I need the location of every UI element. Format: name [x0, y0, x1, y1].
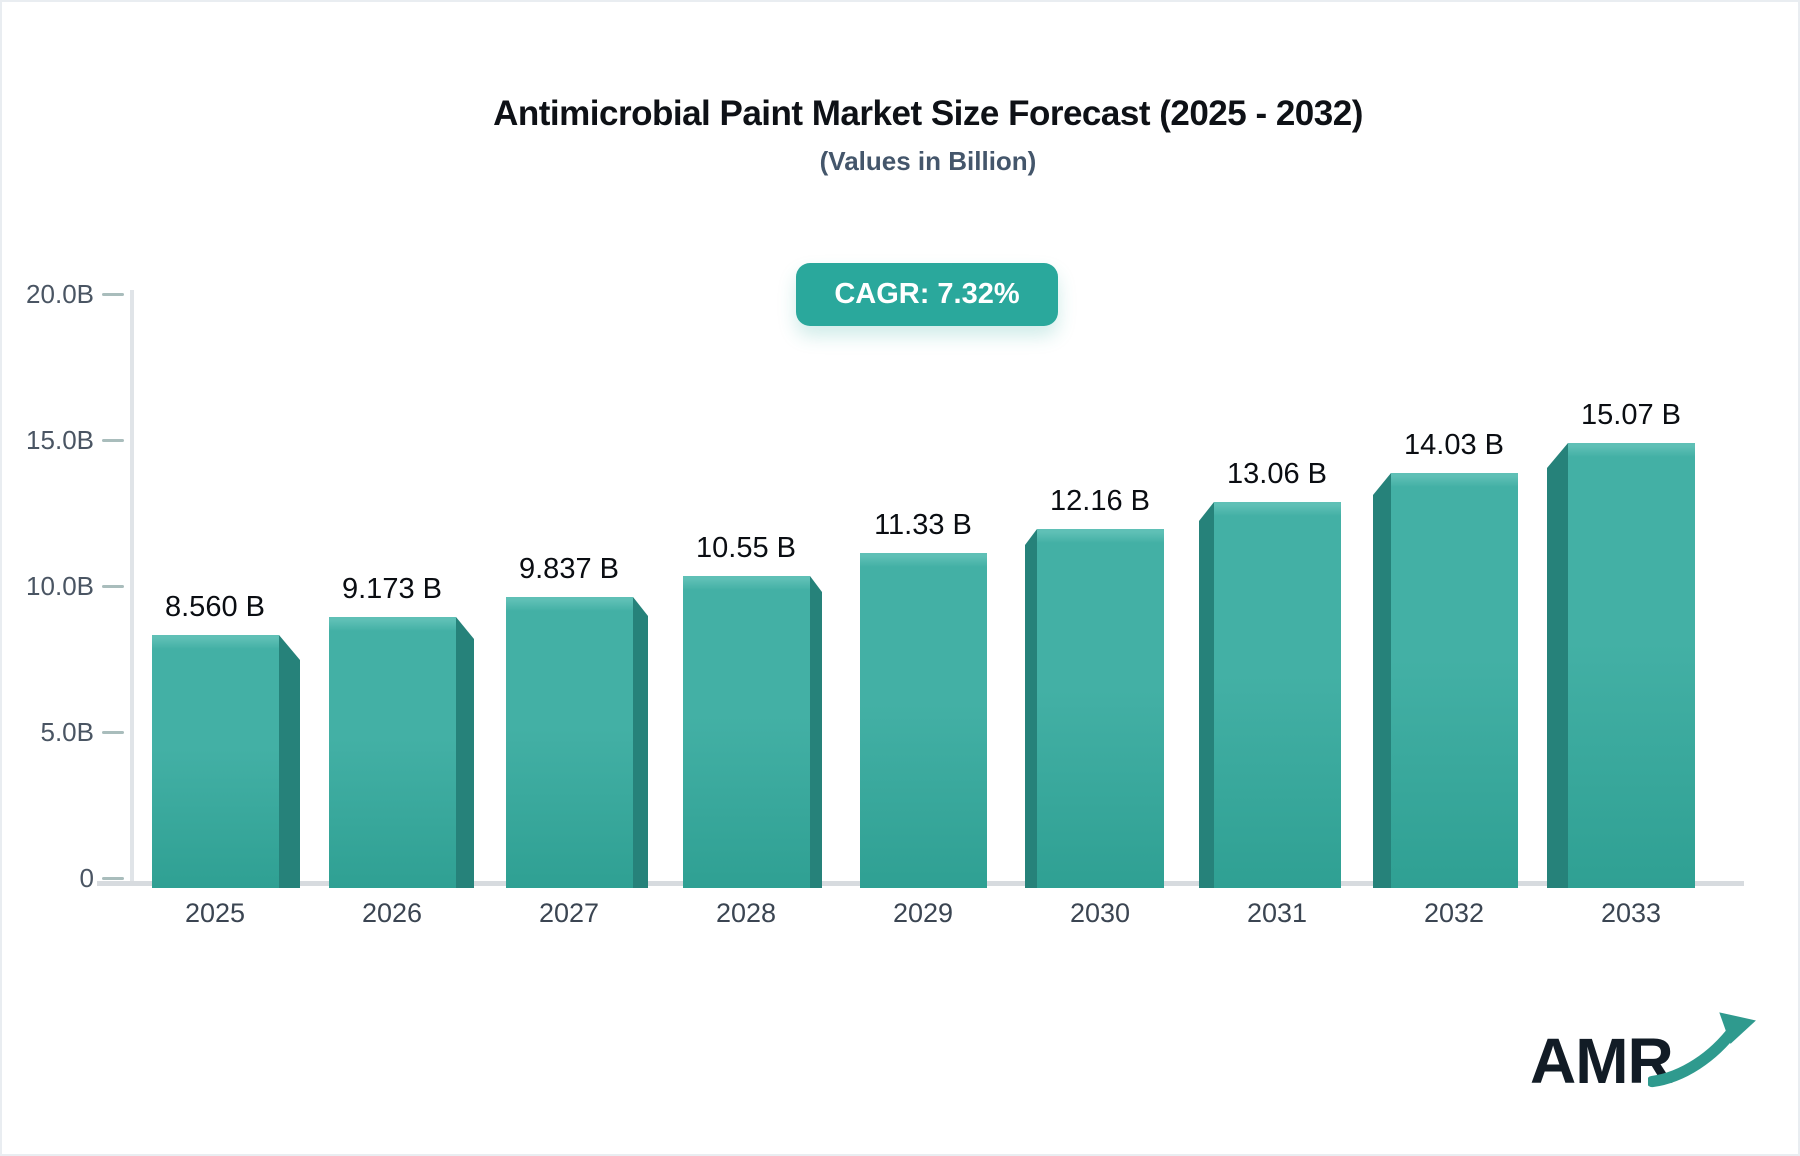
- bar-face: [329, 617, 456, 888]
- bar-face: [1391, 473, 1518, 888]
- bar-face: [683, 576, 810, 888]
- x-axis-label-2031: 2031: [1246, 898, 1308, 928]
- bar-side-3d: [1199, 502, 1214, 888]
- y-tick-label: 5.0B: [40, 717, 95, 747]
- bar-face: [1568, 443, 1695, 888]
- bar-value-label: 15.07 B: [1581, 399, 1681, 431]
- bar-face: [860, 553, 987, 888]
- x-axis-label-2025: 2025: [184, 898, 246, 928]
- page-title: Antimicrobial Paint Market Size Forecast…: [493, 94, 1363, 133]
- bar-face: [152, 635, 279, 888]
- bar-side-3d: [1025, 529, 1037, 888]
- y-tick-mark: [102, 585, 124, 588]
- y-tick-mark: [102, 439, 124, 442]
- growth-arrow-icon: [1648, 1012, 1756, 1088]
- chart-header: Antimicrobial Paint Market Size Forecast…: [58, 94, 1798, 177]
- bar-value-label: 14.03 B: [1404, 429, 1504, 461]
- x-axis-label-2033: 2033: [1600, 898, 1662, 928]
- x-axis-label-2029: 2029: [892, 898, 954, 928]
- bar-side-3d: [633, 597, 648, 888]
- x-axis-label-2028: 2028: [715, 898, 777, 928]
- bar-value-label: 10.55 B: [696, 532, 796, 564]
- bar-side-3d: [1373, 473, 1391, 888]
- y-tick-mark: [102, 877, 124, 880]
- x-axis-label-2026: 2026: [361, 898, 423, 928]
- y-tick-label: 20.0B: [26, 279, 94, 309]
- y-axis-line: [130, 290, 134, 886]
- y-tick-label: 0: [79, 863, 94, 893]
- bar-side-3d: [810, 576, 822, 888]
- y-tick-mark: [102, 731, 124, 734]
- bar-face: [506, 597, 633, 888]
- bar-face: [1214, 502, 1341, 888]
- x-axis-label-2030: 2030: [1069, 898, 1131, 928]
- bar-side-3d: [456, 617, 474, 888]
- y-tick-mark: [102, 293, 124, 296]
- bar-value-label: 9.837 B: [519, 553, 619, 585]
- bar-side-3d: [1547, 443, 1568, 888]
- bar-face: [1037, 529, 1164, 888]
- bar-value-label: 8.560 B: [165, 591, 265, 623]
- cagr-badge: CAGR: 7.32%: [796, 263, 1058, 326]
- y-tick-label: 10.0B: [26, 571, 94, 601]
- y-tick-label: 15.0B: [26, 425, 94, 455]
- chart-subtitle: (Values in Billion): [819, 146, 1037, 176]
- bar-value-label: 9.173 B: [342, 573, 442, 605]
- x-axis-label-2032: 2032: [1423, 898, 1485, 928]
- amr-logo: AMR: [1530, 1012, 1756, 1098]
- bar-value-label: 12.16 B: [1050, 485, 1150, 517]
- x-axis-label-2027: 2027: [538, 898, 600, 928]
- bar-value-label: 13.06 B: [1227, 458, 1327, 490]
- bar-value-label: 11.33 B: [874, 509, 972, 541]
- bar-side-3d: [279, 635, 300, 888]
